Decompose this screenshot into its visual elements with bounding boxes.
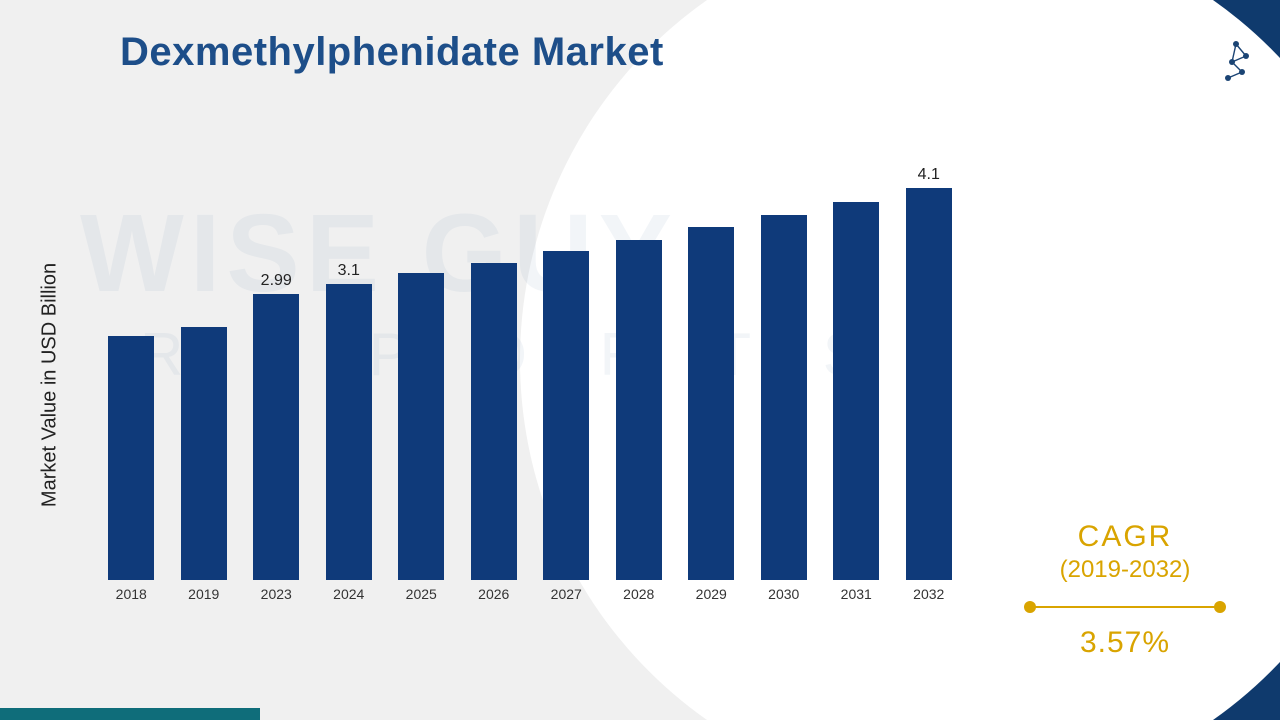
x-tick: 2029	[686, 586, 737, 620]
head-network-icon	[1186, 22, 1266, 112]
bar-2030	[759, 150, 810, 580]
bar-2025	[396, 150, 447, 580]
bar	[761, 215, 807, 580]
bar-2029	[686, 150, 737, 580]
x-tick: 2031	[831, 586, 882, 620]
cagr-range: (2019-2032)	[1010, 556, 1240, 584]
y-axis-label: Market Value in USD Billion	[39, 263, 62, 507]
bar	[253, 294, 299, 580]
x-tick: 2018	[106, 586, 157, 620]
bar	[616, 240, 662, 580]
bar-value-label: 3.1	[338, 262, 360, 280]
x-tick: 2026	[469, 586, 520, 620]
x-tick: 2025	[396, 586, 447, 620]
plot-area: 2.99 3.1 4.1	[100, 150, 960, 580]
bar-2031	[831, 150, 882, 580]
x-tick: 2019	[179, 586, 230, 620]
bar-2026	[469, 150, 520, 580]
bar-2024: 3.1	[324, 150, 375, 580]
bar	[688, 227, 734, 580]
page-title: Dexmethylphenidate Market	[120, 30, 664, 75]
x-tick: 2030	[759, 586, 810, 620]
cagr-value: 3.57%	[1010, 626, 1240, 660]
bar-value-label: 4.1	[918, 166, 940, 184]
cagr-box: CAGR (2019-2032) 3.57%	[1010, 520, 1240, 660]
x-tick: 2024	[324, 586, 375, 620]
x-tick: 2027	[541, 586, 592, 620]
bottom-accent-bar	[0, 708, 260, 720]
x-tick: 2028	[614, 586, 665, 620]
bar	[906, 188, 952, 580]
x-axis: 2018 2019 2023 2024 2025 2026 2027 2028 2029 2030…	[100, 580, 960, 620]
bar	[398, 273, 444, 580]
infographic-canvas: Dexmethylphenidate Market Wise Guy R E P…	[0, 0, 1280, 720]
bar	[543, 251, 589, 580]
bar-2032: 4.1	[904, 150, 955, 580]
bar	[181, 327, 227, 580]
cagr-title: CAGR	[1010, 520, 1240, 554]
x-tick: 2032	[904, 586, 955, 620]
bar-2019	[179, 150, 230, 580]
bar-2023: 2.99	[251, 150, 302, 580]
bar-2027	[541, 150, 592, 580]
x-tick: 2023	[251, 586, 302, 620]
bar	[108, 336, 154, 580]
cagr-divider-icon	[1030, 606, 1220, 608]
bar	[326, 284, 372, 580]
bar-value-label: 2.99	[261, 272, 292, 290]
bar-2028	[614, 150, 665, 580]
bar	[833, 202, 879, 580]
bar-chart: Market Value in USD Billion 2.993.14.1 2…	[60, 150, 960, 620]
bar-2018	[106, 150, 157, 580]
bar	[471, 263, 517, 580]
bars-container: 2.99 3.1 4.1	[100, 150, 960, 580]
